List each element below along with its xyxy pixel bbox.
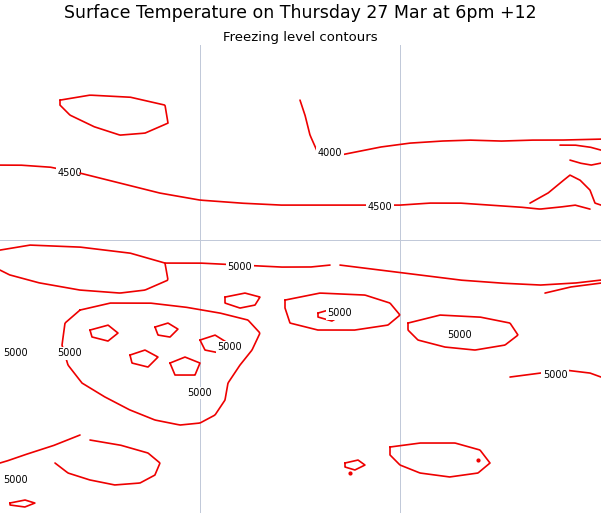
Text: 5000: 5000 <box>448 330 472 340</box>
Text: Surface Temperature on Thursday 27 Mar at 6pm +12: Surface Temperature on Thursday 27 Mar a… <box>64 4 537 22</box>
Text: 5000: 5000 <box>228 262 252 272</box>
Text: 4500: 4500 <box>58 168 82 178</box>
Text: 5000: 5000 <box>188 388 212 398</box>
Text: Freezing level contours: Freezing level contours <box>223 30 378 44</box>
Text: 4500: 4500 <box>368 202 392 212</box>
Text: 5000: 5000 <box>543 370 567 380</box>
Text: 5000: 5000 <box>2 475 27 485</box>
Text: 5000: 5000 <box>328 308 352 318</box>
Text: 5000: 5000 <box>218 342 242 352</box>
Text: 5000: 5000 <box>58 348 82 358</box>
Text: 5000: 5000 <box>2 348 27 358</box>
Text: 4000: 4000 <box>318 148 342 158</box>
